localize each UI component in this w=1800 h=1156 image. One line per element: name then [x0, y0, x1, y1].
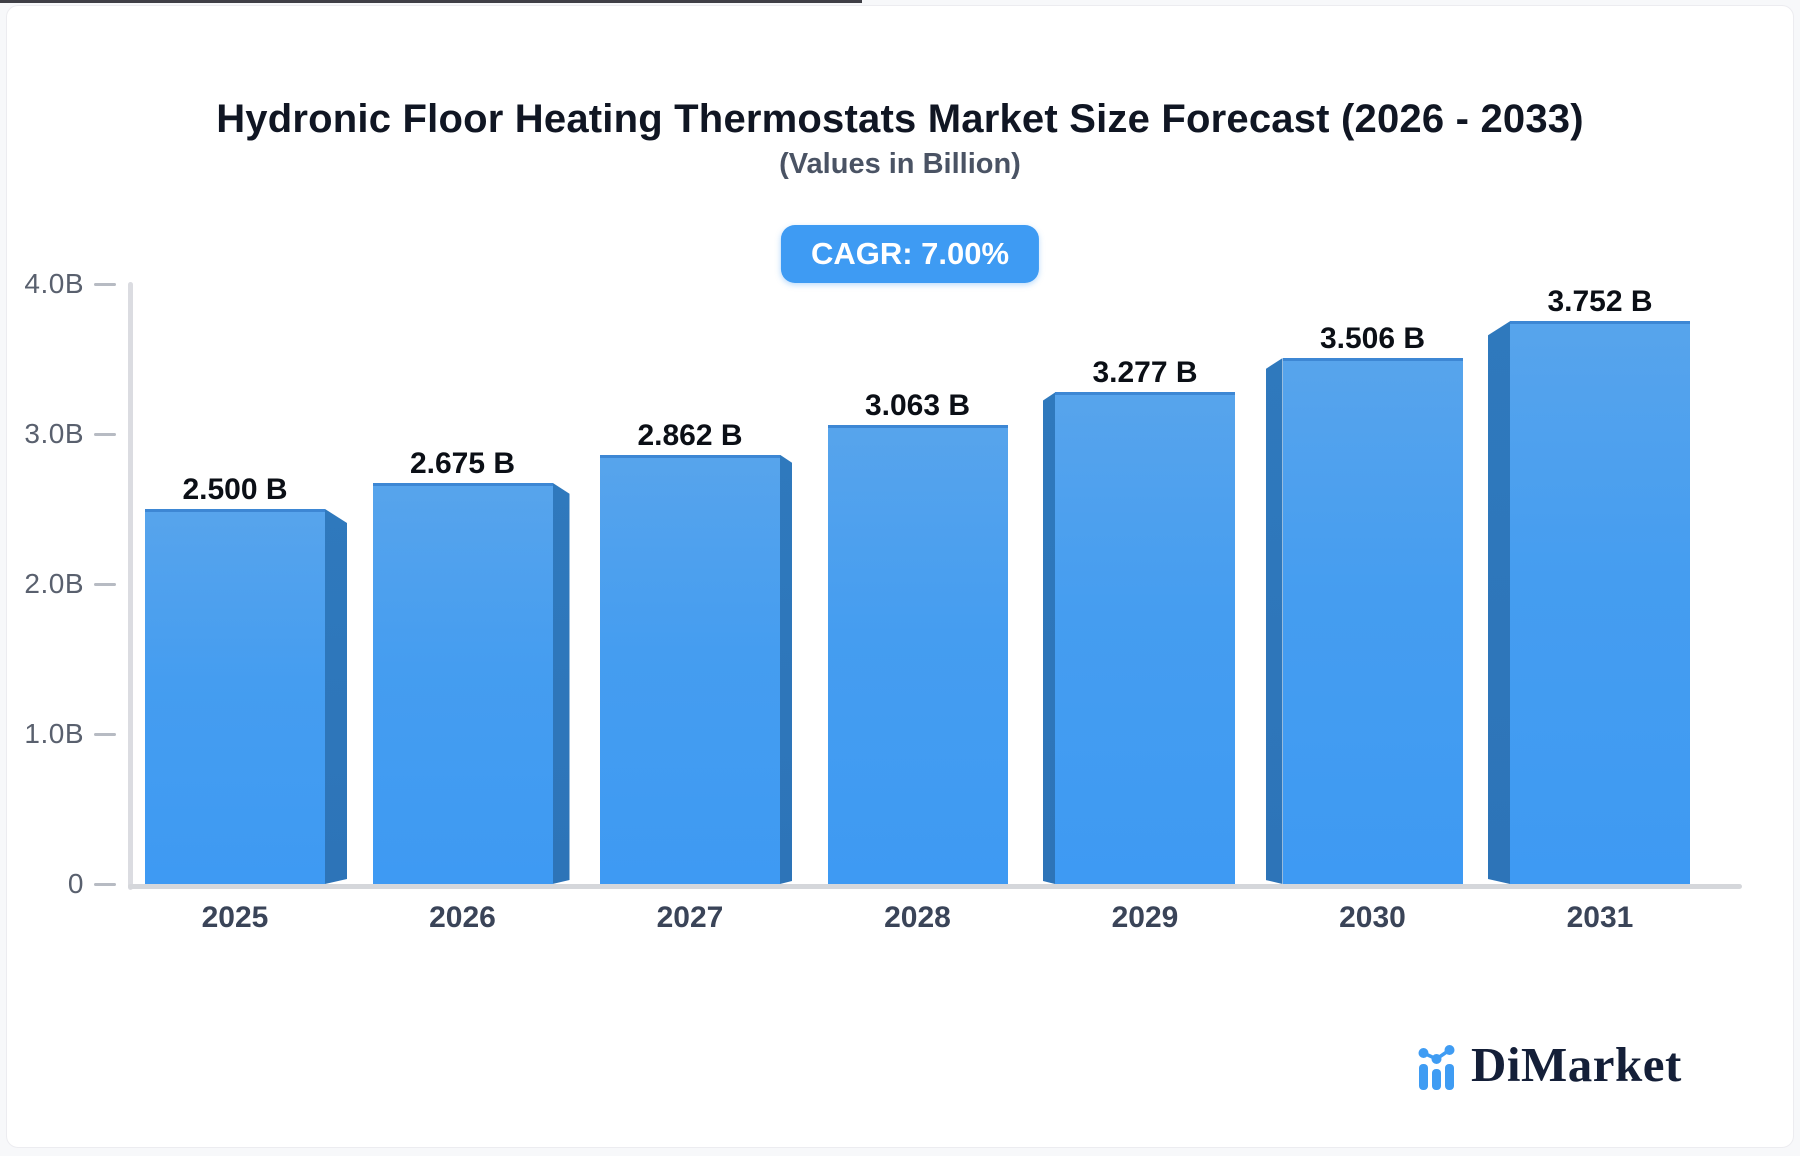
bar-3d-side: [780, 455, 792, 884]
y-tick-mark: [94, 583, 116, 586]
y-tick-label: 3.0B: [24, 418, 84, 449]
bar-2028: [827, 424, 1008, 884]
bar-value-label: 3.277 B: [1092, 356, 1198, 390]
bar-2026: [372, 482, 553, 884]
top-edge-strip: [0, 0, 862, 3]
x-axis-label-2030: 2030: [1339, 901, 1406, 934]
bar-value-label: 2.675 B: [409, 446, 516, 480]
bar-2030: [1282, 358, 1463, 884]
logo-wordmark: DiMarket: [1471, 1037, 1682, 1092]
y-tick-mark: [94, 733, 116, 736]
x-axis-baseline: [128, 884, 1742, 889]
dimarket-logo: DiMarket: [1416, 1038, 1682, 1090]
bar-2031: [1510, 321, 1690, 884]
bar-value-label: 3.752 B: [1547, 285, 1653, 319]
bar-3d-side: [325, 509, 347, 884]
bar-value-label: 3.506 B: [1319, 322, 1426, 356]
bar-value-label: 3.063 B: [864, 388, 971, 422]
x-axis-label-2026: 2026: [429, 901, 496, 934]
x-axis-label-2029: 2029: [1111, 901, 1179, 934]
y-tick-mark: [94, 883, 116, 886]
bar-3d-side: [553, 483, 570, 884]
bar-value-label: 2.862 B: [637, 418, 743, 452]
y-tick-label: 2.0B: [24, 568, 84, 599]
x-axis-label-2027: 2027: [656, 901, 724, 934]
y-tick-label: 4.0B: [24, 268, 84, 299]
y-tick-label: 1.0B: [24, 718, 84, 749]
bar-3d-side: [1043, 392, 1055, 884]
mini-bar-chart-icon: [1418, 1045, 1455, 1090]
bar-value-label: 2.500 B: [182, 473, 288, 506]
y-tick-mark: [94, 433, 116, 436]
bar-2029: [1055, 392, 1235, 884]
x-axis-label-2025: 2025: [201, 901, 269, 934]
chart-subtitle: (Values in Billion): [779, 148, 1021, 180]
bar-2027: [600, 454, 780, 884]
x-axis-label-2028: 2028: [884, 901, 951, 934]
x-axis-label-2031: 2031: [1566, 901, 1634, 934]
y-tick-mark: [94, 283, 116, 286]
bar-3d-side: [1266, 358, 1283, 884]
bar-2025: [145, 509, 325, 884]
bar-3d-side: [1488, 321, 1510, 884]
y-axis-line: [128, 282, 133, 890]
y-tick-label: 0: [67, 868, 84, 899]
cagr-badge: CAGR: 7.00%: [780, 225, 1040, 283]
chart-title: Hydronic Floor Heating Thermostats Marke…: [216, 97, 1584, 141]
